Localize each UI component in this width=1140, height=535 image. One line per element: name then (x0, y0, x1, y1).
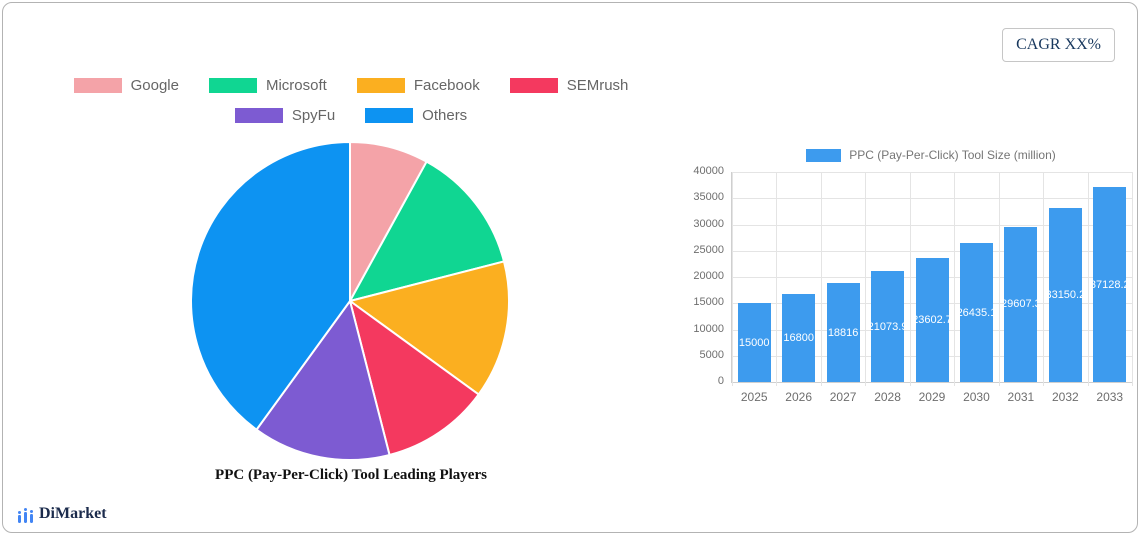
y-gridline (732, 198, 1132, 200)
pie-chart (190, 140, 510, 461)
legend-label: SpyFu (291, 107, 336, 124)
bar-value-label: 26435.1 (960, 306, 993, 319)
legend-label: Others (422, 107, 468, 124)
x-axis-tick-label: 2029 (918, 390, 946, 404)
bar-chart: PPC (Pay-Per-Click) Tool Size (million) … (671, 148, 1133, 404)
x-gridline (1043, 172, 1045, 386)
legend-label: SEMrush (566, 77, 629, 94)
legend-swatch (509, 78, 558, 93)
bar-2031[interactable]: 29607.3 (1004, 226, 1038, 382)
bar-chart-legend[interactable]: PPC (Pay-Per-Click) Tool Size (million) (731, 148, 1131, 162)
pie-legend: Google Microsoft Facebook SEMrush SpyFu Other… (41, 77, 661, 124)
bar-2033[interactable]: 37128.2 (1093, 187, 1127, 382)
legend-item-semrush[interactable]: SEMrush (509, 77, 629, 94)
bar-value-label: 15000 (738, 336, 770, 349)
bar-2025[interactable]: 15000 (737, 303, 771, 382)
x-gridline (732, 172, 733, 386)
bar-chart-logo-icon (18, 508, 33, 523)
bar-value-label: 18816 (827, 326, 859, 339)
x-gridline (865, 172, 867, 386)
legend-label: Google (130, 77, 179, 94)
bar-value-label: 16800 (783, 331, 814, 344)
bar-2028[interactable]: 21073.9 (871, 271, 905, 382)
y-axis-tick-label: 25000 (693, 243, 724, 256)
x-gridline (998, 172, 1000, 386)
x-axis-tick-label: 2026 (785, 390, 812, 404)
brand-name: DiMarket (39, 505, 107, 522)
legend-swatch (356, 78, 405, 93)
y-axis-tick-label: 10000 (693, 322, 724, 335)
legend-item-spyfu[interactable]: SpyFu (234, 107, 336, 124)
x-gridline (954, 172, 956, 386)
bar-value-label: 29607.3 (1004, 298, 1037, 311)
bar-value-label: 33150.2 (1049, 288, 1082, 301)
x-gridline (776, 172, 778, 386)
legend-swatch (208, 78, 257, 93)
legend-label: Microsoft (265, 77, 327, 94)
legend-swatch (73, 78, 122, 93)
x-gridline (909, 172, 911, 386)
pie-slice-semrush[interactable] (348, 298, 481, 457)
legend-item-google[interactable]: Google (73, 77, 179, 94)
x-axis-tick-label: 2028 (874, 390, 901, 404)
bar-2027[interactable]: 18816 (826, 283, 860, 382)
x-axis-tick-label: 2027 (829, 390, 857, 404)
y-axis-tick-label: 30000 (693, 217, 724, 230)
legend-item-facebook[interactable]: Facebook (356, 77, 480, 94)
bar-legend-label: PPC (Pay-Per-Click) Tool Size (million) (849, 148, 1056, 162)
pie-slice-spyfu[interactable] (255, 298, 391, 461)
pie-slice-microsoft[interactable] (348, 160, 506, 303)
bar-value-label: 23602.7 (916, 314, 949, 327)
legend-swatch (365, 108, 414, 123)
y-gridline (732, 224, 1132, 226)
y-axis-tick-label: 0 (717, 375, 724, 387)
legend-item-others[interactable]: Others (365, 107, 467, 124)
brand-logo: DiMarket (17, 505, 107, 523)
legend-label: Facebook (413, 77, 480, 94)
x-gridline (1132, 172, 1133, 386)
x-axis-tick-label: 2033 (1096, 390, 1124, 404)
bar-plot-area: 0 5000 10000 15000 20000 25000 30000 35000 40000… (693, 165, 1133, 404)
y-gridline (732, 250, 1132, 252)
bar-value-label: 37128.2 (1093, 278, 1126, 291)
bar-2026[interactable]: 16800 (782, 293, 816, 382)
x-axis-tick-label: 2025 (740, 390, 768, 404)
bar-2032[interactable]: 33150.2 (1048, 207, 1082, 382)
bar-2030[interactable]: 26435.1 (959, 243, 993, 382)
x-gridline (1087, 172, 1089, 386)
y-axis-tick-label: 35000 (693, 191, 724, 204)
legend-swatch (234, 108, 283, 123)
y-axis-tick-label: 40000 (693, 165, 724, 177)
pie-slice-others[interactable] (190, 140, 351, 432)
legend-item-microsoft[interactable]: Microsoft (208, 77, 327, 94)
bar-legend-swatch (806, 148, 842, 162)
x-axis-tick-label: 2032 (1051, 390, 1079, 404)
y-axis-tick-label: 5000 (699, 348, 724, 361)
bar-value-label: 21073.9 (871, 320, 904, 333)
y-gridline (732, 172, 1132, 173)
pie-slice-facebook[interactable] (347, 260, 510, 396)
x-gridline (820, 172, 822, 386)
cagr-badge: CAGR XX% (1002, 28, 1115, 62)
y-axis-tick-label: 20000 (693, 270, 724, 282)
y-axis-tick-label: 15000 (693, 296, 724, 309)
bar-2029[interactable]: 23602.7 (915, 258, 949, 382)
x-axis-tick-label: 2031 (1007, 390, 1035, 404)
pie-chart-title: PPC (Pay-Per-Click) Tool Leading Players (215, 467, 487, 483)
x-axis-tick-label: 2030 (963, 390, 990, 404)
